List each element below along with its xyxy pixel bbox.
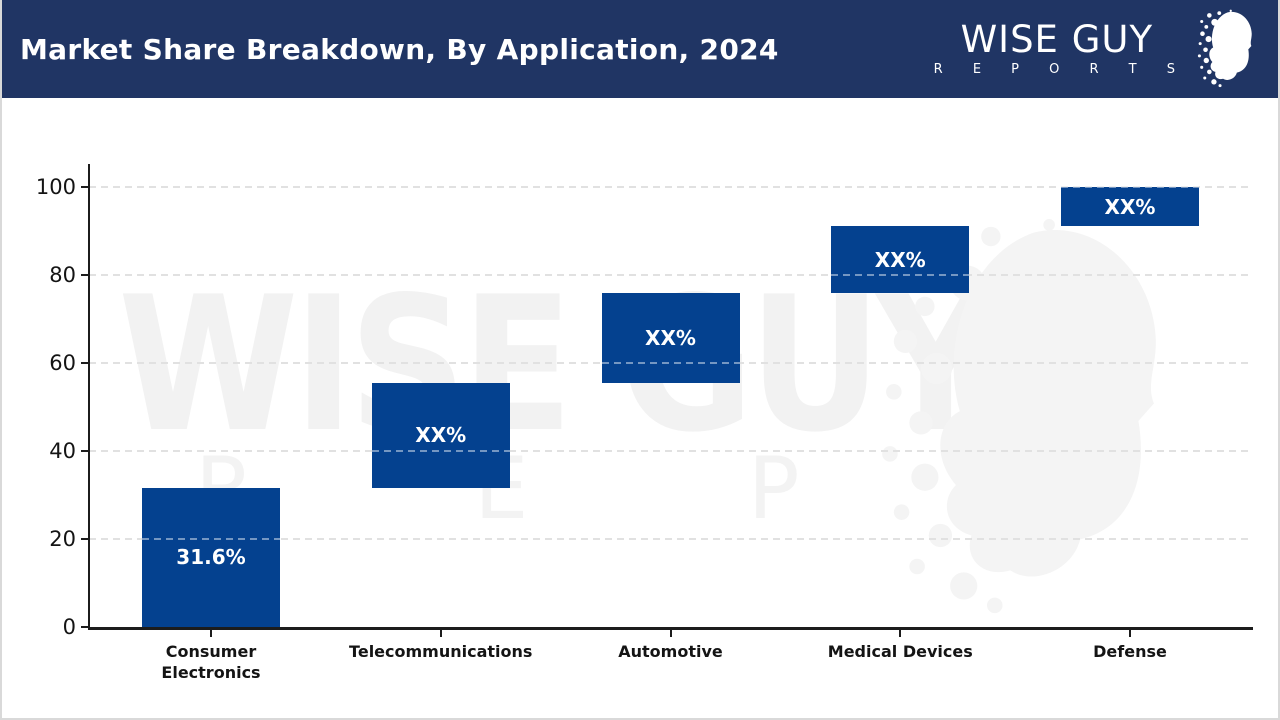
brand-subname: R E P O R T S <box>933 62 1188 77</box>
y-tick-mark <box>81 186 89 188</box>
bar-defense: XX% <box>1061 186 1199 227</box>
y-tick-mark <box>81 362 89 364</box>
x-tick-mark <box>210 629 212 637</box>
x-category-label-line: Medical Devices <box>827 642 973 661</box>
x-category-label: Defense <box>1015 641 1245 662</box>
x-category-label-line: Consumer <box>165 642 257 661</box>
bar-telecommunications: XX% <box>371 382 510 488</box>
bar-value-label: XX% <box>874 247 926 272</box>
gridline-over-bar <box>831 273 970 276</box>
x-category-label: Consumer Electronics <box>96 641 326 683</box>
x-category-label-line: Electronics <box>161 663 261 682</box>
gridline-over-bar <box>1061 186 1199 188</box>
gridline-80 <box>89 274 1253 276</box>
bar-consumer-electronics: 31.6% <box>142 487 280 627</box>
gridline-20 <box>89 538 1253 540</box>
brand-head-icon <box>1197 9 1252 88</box>
gridline-40 <box>89 450 1253 452</box>
x-tick-mark <box>899 629 902 637</box>
y-tick-mark <box>81 450 89 452</box>
y-tick-mark <box>81 274 89 276</box>
y-tick-label: 0 <box>62 615 76 639</box>
brand-logo-text: WISE GUY R E P O R T S <box>926 21 1188 77</box>
x-category-label-line: Automotive <box>618 642 723 661</box>
y-axis-line <box>88 164 90 629</box>
x-category-label-line: Telecommunications <box>349 642 533 661</box>
y-tick-label: 20 <box>49 527 76 551</box>
y-tick-label: 40 <box>49 439 76 463</box>
x-tick-mark <box>1129 629 1131 637</box>
page-title: Market Share Breakdown, By Application, … <box>20 32 779 66</box>
gridline-over-bar <box>142 537 280 540</box>
bar-value-label: XX% <box>415 423 467 448</box>
y-tick-mark <box>81 538 89 540</box>
x-tick-mark <box>439 629 442 637</box>
bar-medical-devices: XX% <box>831 226 970 294</box>
brand-name: WISE GUY <box>960 18 1154 61</box>
watermark-text: WISE GUY <box>118 256 995 473</box>
header-bar: Market Share Breakdown, By Application, … <box>0 0 1280 98</box>
bar-value-label: 31.6% <box>176 545 246 570</box>
x-axis-line <box>88 627 1253 630</box>
y-tick-label: 80 <box>49 263 76 287</box>
gridline-over-bar <box>601 361 740 364</box>
x-category-label: Automotive <box>556 641 786 662</box>
gridline-over-bar <box>371 449 510 452</box>
gridline-100 <box>89 186 1253 188</box>
brand-logo: WISE GUY R E P O R T S <box>926 7 1258 91</box>
y-tick-label: 100 <box>35 175 76 199</box>
x-category-label-line: Defense <box>1093 642 1167 661</box>
bar-value-label: XX% <box>645 325 696 350</box>
bar-automotive: XX% <box>601 293 740 383</box>
y-tick-label: 60 <box>49 351 76 375</box>
bar-value-label: XX% <box>1104 194 1156 219</box>
x-category-label: Medical Devices <box>785 641 1015 662</box>
y-tick-mark <box>81 626 89 628</box>
x-tick-mark <box>669 629 672 637</box>
x-category-label: Telecommunications <box>326 641 556 662</box>
